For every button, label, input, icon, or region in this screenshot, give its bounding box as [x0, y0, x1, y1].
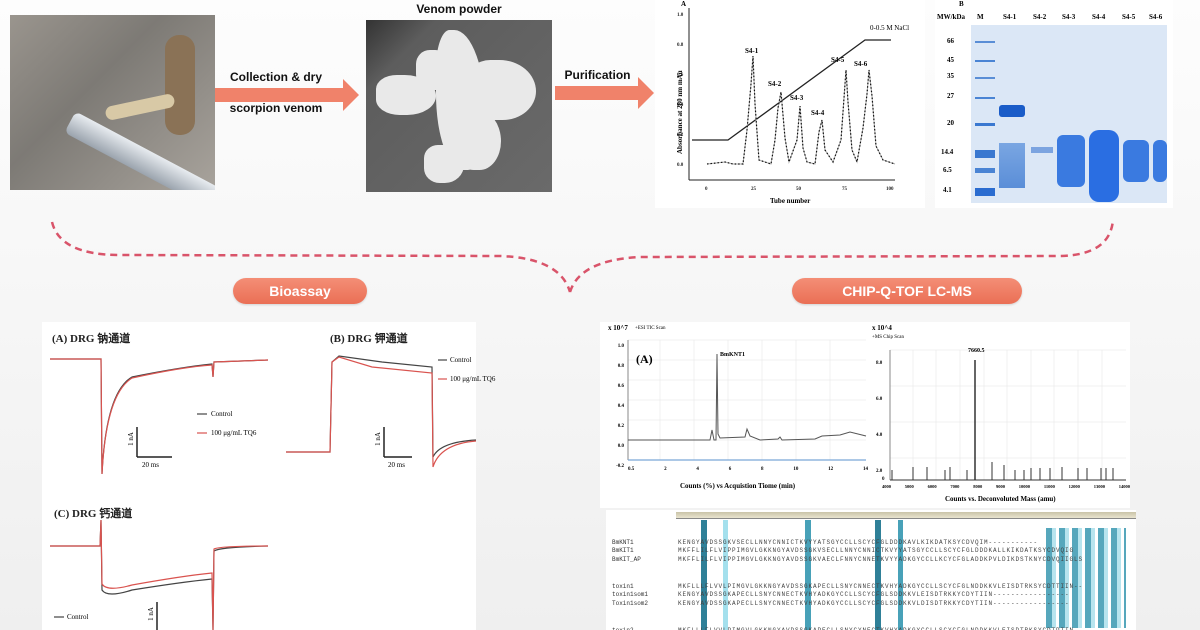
patch-clamp-traces — [50, 355, 476, 630]
mw-tick-27: 27 — [947, 92, 954, 100]
arrow-purification-icon — [555, 77, 654, 109]
ms-yticks: 8.0 6.0 4.0 2.0 — [876, 361, 883, 474]
tic-xticks: 0.5 2 4 6 8 10 12 14 — [628, 467, 868, 472]
tic-multiplier: x 10^7 — [608, 324, 628, 332]
conserved-column — [898, 520, 903, 630]
peak-label-s4-6: S4-6 — [854, 60, 868, 68]
conserved-block — [1046, 528, 1126, 628]
svg-text:0.0: 0.0 — [677, 163, 684, 168]
mw-label: MW/kDa — [937, 13, 965, 21]
collection-label-line1: Collection & dry — [229, 70, 322, 84]
marker-lane-label: M — [977, 13, 984, 21]
ms-scan-label: +MS Chip Scan — [872, 335, 904, 340]
scale-x-b: 20 ms — [388, 461, 405, 469]
collection-label-line2: scorpion venom — [229, 101, 323, 115]
bioassay-button[interactable]: Bioassay — [233, 278, 367, 304]
lane-label-s4-4: S4-4 — [1092, 13, 1106, 21]
arrow-collection-icon — [215, 79, 359, 111]
bioassay-panel: (A) DRG 钠通道 (B) DRG 钾通道 (C) DRG 钙通道 Cont… — [42, 322, 495, 630]
mw-tick-20: 20 — [947, 119, 954, 127]
branch-connector — [50, 219, 1115, 293]
gel-panel-label: B — [959, 0, 964, 8]
peak-label-s4-1: S4-1 — [745, 47, 759, 55]
tic-scan-label: +ESI TIC Scan — [635, 326, 666, 331]
svg-text:0.2: 0.2 — [677, 133, 684, 138]
tic-yticks: 1.0 0.8 0.6 0.4 0.2 0.0 -0.2 — [616, 344, 624, 469]
mw-tick-4-1: 4.1 — [943, 186, 952, 194]
lane-label-s4-5: S4-5 — [1122, 13, 1136, 21]
lane-label-s4-1: S4-1 — [1003, 13, 1017, 21]
svg-text:0.4: 0.4 — [677, 103, 684, 108]
tic-panel-label: (A) — [636, 352, 653, 366]
svg-text:25: 25 — [751, 187, 757, 192]
scale-x-a: 20 ms — [142, 461, 159, 469]
chip-q-tof-lcms-button[interactable]: CHIP-Q-TOF LC-MS — [792, 278, 1022, 304]
ms-peak-label: 7660.5 — [968, 348, 985, 354]
conserved-column — [805, 520, 811, 630]
conserved-column — [723, 520, 728, 630]
svg-text:0.6: 0.6 — [677, 73, 684, 78]
mw-tick-6-5: 6.5 — [943, 166, 952, 174]
legend-control-b: Control — [450, 356, 472, 364]
scorpion-body — [165, 35, 195, 135]
chromatogram-chart: 0.0 0.2 0.4 0.6 0.8 1.0 0 25 50 75 100 — [677, 8, 896, 192]
legend-control-a: Control — [211, 410, 233, 418]
tic-chart — [627, 339, 867, 461]
legend-treatment-a: 100 μg/mL TQ6 — [211, 429, 257, 437]
chromatogram-xlabel: Tube number — [770, 197, 811, 205]
alignment-ruler — [676, 512, 1136, 519]
conserved-column — [701, 520, 707, 630]
chromatogram-panel-label: A — [681, 0, 687, 8]
ms-chart — [889, 349, 1126, 481]
ms-xticks: 4000 5000 6000 7000 8000 9000 10000 11000 12000 1… — [882, 484, 1130, 489]
scale-y-a: 1 nA — [126, 432, 135, 446]
tic-peak-label: BmKNT1 — [720, 352, 746, 358]
alignment-names: BmKNT1 BmKIT1 BmKIT_AP toxin1 toxin1som1 Tox… — [612, 538, 649, 630]
ms-ytick-zero: 0 — [882, 477, 885, 482]
scale-y-b: 1 nA — [373, 432, 382, 446]
peak-label-s4-5: S4-5 — [831, 56, 845, 64]
chromatogram-ylabel: Absorbance at 280 nm mAu — [676, 70, 684, 154]
purification-label: Purification — [564, 68, 631, 82]
gradient-label: 0-0.5 M NaCl — [870, 24, 910, 32]
ms-xlabel: Counts vs. Deconvoluted Mass (amu) — [945, 495, 1056, 503]
peak-label-s4-3: S4-3 — [790, 94, 804, 102]
mw-tick-45: 45 — [947, 56, 954, 64]
panel-a-title: (A) DRG 钠通道 — [52, 333, 131, 345]
legend-treatment-b: 100 μg/mL TQ6 — [450, 375, 496, 383]
sds-page-gel-panel: B MW/kDa M 66 45 35 27 20 14.4 6.5 4.1 S… — [935, 0, 1173, 208]
mw-tick-35: 35 — [947, 72, 954, 80]
lcms-panel: x 10^7 +ESI TIC Scan (A) BmKNT1 1.0 0.8 0.… — [600, 322, 1130, 508]
ms-multiplier: x 10^4 — [872, 324, 892, 332]
scorpion-collection-photo — [10, 15, 215, 190]
conserved-column — [875, 520, 881, 630]
svg-text:1.0: 1.0 — [677, 13, 684, 18]
tic-xlabel: Counts (%) vs Acquistion Tiome (min) — [680, 482, 796, 490]
lane-label-s4-6: S4-6 — [1149, 13, 1163, 21]
peak-label-s4-2: S4-2 — [768, 80, 782, 88]
panel-c-title: (C) DRG 钙通道 — [54, 508, 133, 520]
svg-text:75: 75 — [842, 187, 848, 192]
legend-control-c: Control — [67, 613, 89, 621]
svg-text:100: 100 — [886, 187, 894, 192]
svg-text:0: 0 — [705, 187, 708, 192]
lane-label-s4-3: S4-3 — [1062, 13, 1076, 21]
lane-label-s4-2: S4-2 — [1033, 13, 1047, 21]
sequence-alignment-panel: BmKNT1 BmKIT1 BmKIT_AP toxin1 toxin1som1 Tox… — [606, 510, 1136, 630]
chromatogram-panel: 0.0 0.2 0.4 0.6 0.8 1.0 0 25 50 75 100 A 0-0.5 … — [655, 0, 925, 208]
mw-tick-14-4: 14.4 — [941, 148, 954, 156]
panel-b-title: (B) DRG 钾通道 — [330, 333, 408, 345]
mw-tick-66: 66 — [947, 37, 954, 45]
gel-image — [971, 25, 1167, 203]
venom-powder-photo — [366, 20, 552, 192]
scale-y-c: 1 nA — [146, 607, 155, 621]
svg-text:0.8: 0.8 — [677, 43, 684, 48]
peak-label-s4-4: S4-4 — [811, 109, 825, 117]
venom-powder-title: Venom powder — [416, 2, 502, 16]
svg-text:50: 50 — [796, 187, 802, 192]
alignment-sequences: KENGYAVDSSGKVSECLLNNYCNNICTKVYYATSGYCCLL… — [678, 538, 1084, 630]
